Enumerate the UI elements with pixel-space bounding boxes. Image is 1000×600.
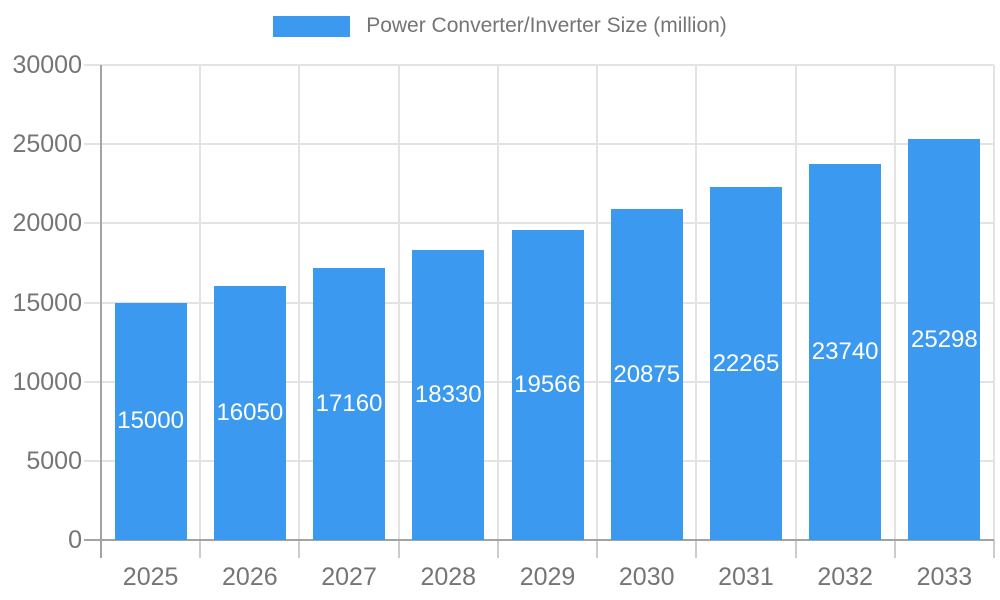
x-axis-label: 2032 [817, 563, 873, 591]
x-axis-tick [496, 540, 499, 558]
legend-label: Power Converter/Inverter Size (million) [366, 14, 727, 37]
legend-swatch [273, 15, 351, 37]
y-axis-label: 15000 [12, 288, 82, 317]
x-axis-label: 2025 [122, 563, 179, 591]
x-axis-label: 2033 [916, 563, 973, 591]
bar-value-label: 23740 [811, 338, 879, 366]
y-axis-tick [84, 222, 101, 225]
x-axis-label: 2026 [222, 563, 278, 591]
bar[interactable]: 20875 [610, 209, 683, 540]
v-gridline [794, 65, 797, 540]
bar-value-label: 18330 [414, 380, 482, 408]
legend[interactable]: Power Converter/Inverter Size (million) [0, 14, 1000, 38]
y-axis-tick [84, 143, 101, 146]
bar-value-label: 15000 [117, 407, 184, 435]
y-axis-tick [84, 539, 101, 541]
y-axis-label: 30000 [12, 51, 82, 79]
bar[interactable]: 22265 [709, 187, 782, 540]
v-gridline [893, 65, 896, 540]
y-axis-tick [84, 64, 101, 66]
bar[interactable]: 25298 [908, 139, 981, 540]
bar[interactable]: 16050 [213, 285, 286, 540]
x-axis-tick [596, 540, 599, 558]
x-axis-tick [993, 540, 995, 558]
bar-value-label: 19566 [514, 371, 581, 399]
bar[interactable]: 17160 [313, 268, 386, 540]
y-axis-label: 10000 [12, 367, 82, 396]
v-gridline [397, 65, 400, 540]
bar[interactable]: 19566 [511, 230, 584, 540]
y-axis-line [100, 65, 102, 558]
y-axis-tick [84, 301, 101, 304]
x-axis-tick [695, 540, 698, 558]
x-axis-tick [298, 540, 301, 558]
x-axis-line [101, 539, 994, 541]
x-axis-tick [794, 540, 797, 558]
x-axis-label: 2029 [519, 563, 576, 591]
v-gridline [298, 65, 301, 540]
x-axis-tick [199, 540, 202, 558]
v-gridline [596, 65, 599, 540]
h-gridline [101, 143, 994, 146]
bar[interactable]: 18330 [412, 249, 485, 540]
v-gridline [695, 65, 698, 540]
v-gridline [199, 65, 202, 540]
bar-value-label: 20875 [613, 360, 681, 388]
bar[interactable]: 23740 [809, 164, 882, 540]
bar-value-label: 16050 [216, 398, 284, 426]
x-axis-label: 2030 [618, 563, 675, 591]
bar-value-label: 25298 [911, 325, 978, 353]
bar-value-label: 17160 [315, 390, 383, 418]
bar[interactable]: 15000 [114, 302, 187, 540]
x-axis-label: 2027 [321, 563, 377, 591]
v-gridline [496, 65, 499, 540]
y-axis-tick [84, 380, 101, 383]
y-axis-tick [84, 459, 101, 462]
x-axis-label: 2028 [420, 563, 477, 591]
v-gridline [993, 65, 995, 540]
x-axis-tick [893, 540, 896, 558]
y-axis-label: 20000 [12, 209, 82, 238]
y-axis-label: 25000 [12, 130, 82, 159]
h-gridline [101, 64, 994, 66]
x-axis-label: 2031 [718, 563, 774, 591]
y-axis-label: 5000 [26, 446, 82, 475]
y-axis-label: 0 [68, 526, 82, 554]
x-axis-tick [397, 540, 400, 558]
bar-value-label: 22265 [712, 349, 780, 377]
h-gridline [101, 222, 994, 225]
